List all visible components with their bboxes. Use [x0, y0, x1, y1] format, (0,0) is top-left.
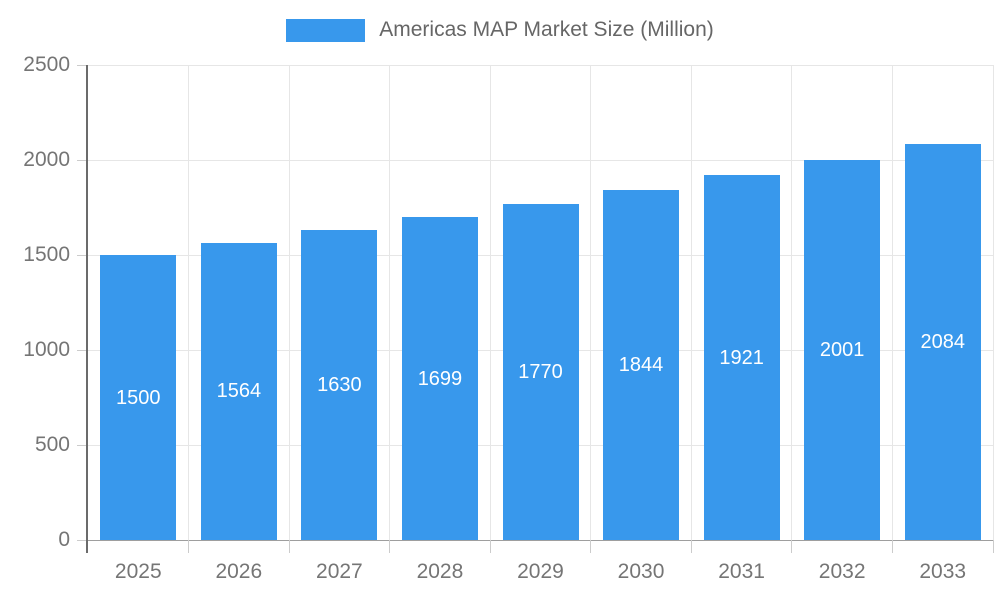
- x-axis-label: 2030: [617, 560, 665, 583]
- x-gridline: [690, 65, 692, 540]
- x-gridline: [791, 65, 793, 540]
- x-axis-label: 2026: [215, 560, 263, 583]
- x-gridline: [891, 65, 893, 540]
- legend-swatch: [286, 18, 366, 42]
- bar[interactable]: [703, 175, 780, 540]
- bar[interactable]: [200, 242, 277, 540]
- y-axis-label: 1000: [23, 338, 70, 361]
- x-gridline: [489, 65, 491, 540]
- legend-label: Americas MAP Market Size (Million): [379, 18, 714, 41]
- bar[interactable]: [401, 217, 478, 540]
- y-axis-label: 2500: [23, 53, 70, 76]
- x-gridline: [288, 65, 290, 540]
- x-axis-tick: [992, 540, 994, 553]
- x-axis-label: 2029: [517, 560, 564, 583]
- x-axis-tick: [891, 540, 893, 553]
- bar[interactable]: [502, 203, 579, 540]
- y-axis-tick: [77, 254, 86, 256]
- y-axis-tick: [77, 64, 86, 66]
- y-gridline: [88, 539, 993, 541]
- x-axis-tick: [791, 540, 793, 553]
- x-axis-tick: [690, 540, 692, 553]
- x-gridline: [389, 65, 391, 540]
- x-axis-label: 2031: [718, 560, 765, 583]
- x-axis-tick: [188, 540, 190, 553]
- x-gridline: [590, 65, 592, 540]
- x-axis-tick: [288, 540, 290, 553]
- y-gridline: [88, 64, 993, 66]
- y-axis-tick: [77, 159, 86, 161]
- x-axis-label: 2027: [316, 560, 363, 583]
- x-axis-label: 2032: [818, 560, 866, 583]
- plot-area: 0 500 1000 1500 2000 2500 1500 2025 1564 2026 1630…: [23, 53, 994, 583]
- x-axis-tick: [489, 540, 491, 553]
- bar[interactable]: [804, 159, 881, 540]
- x-axis-label: 2028: [416, 560, 464, 583]
- y-axis-tick: [77, 444, 86, 446]
- bar[interactable]: [301, 230, 378, 540]
- y-axis-tick: [77, 539, 86, 541]
- y-axis-label: 0: [58, 528, 70, 551]
- chart-legend[interactable]: Americas MAP Market Size (Million): [0, 17, 1000, 43]
- y-axis-label: 1500: [23, 243, 70, 266]
- x-gridline: [188, 65, 190, 540]
- y-axis-label: 500: [34, 433, 70, 456]
- x-axis-tick: [590, 540, 592, 553]
- x-gridline: [992, 65, 994, 540]
- y-gridline: [88, 159, 993, 161]
- x-axis-tick: [389, 540, 391, 553]
- x-axis-label: 2025: [114, 560, 162, 583]
- y-axis-label: 2000: [23, 148, 70, 171]
- bar[interactable]: [904, 144, 981, 540]
- bar[interactable]: [100, 255, 177, 540]
- bar[interactable]: [603, 189, 680, 540]
- y-axis-tick: [77, 349, 86, 351]
- x-axis-label: 2033: [919, 560, 967, 583]
- y-axis-line: [86, 65, 88, 553]
